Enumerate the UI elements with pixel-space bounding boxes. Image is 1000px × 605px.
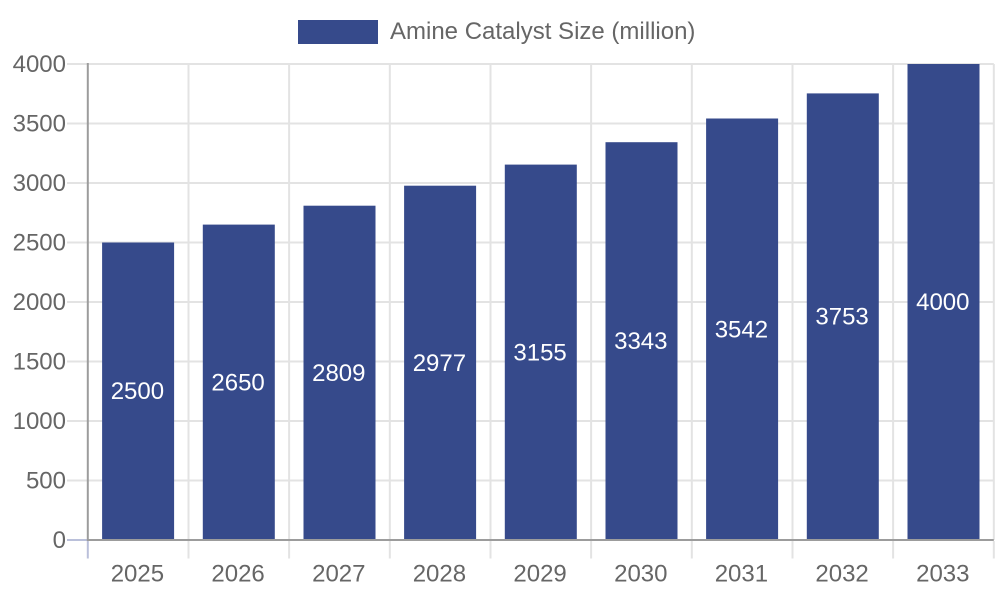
svg-text:2809: 2809 <box>312 360 365 387</box>
svg-text:Amine Catalyst Size (million): Amine Catalyst Size (million) <box>390 18 695 45</box>
svg-text:1000: 1000 <box>13 408 66 435</box>
svg-text:4000: 4000 <box>916 289 969 316</box>
svg-text:3343: 3343 <box>614 328 667 355</box>
svg-text:4000: 4000 <box>13 51 66 78</box>
svg-text:3753: 3753 <box>815 304 868 331</box>
svg-text:2028: 2028 <box>413 561 466 588</box>
svg-text:2977: 2977 <box>413 350 466 377</box>
svg-text:3542: 3542 <box>715 316 768 343</box>
svg-text:2031: 2031 <box>715 561 768 588</box>
svg-text:500: 500 <box>26 467 66 494</box>
svg-text:2500: 2500 <box>111 378 164 405</box>
svg-text:2650: 2650 <box>211 369 264 396</box>
svg-text:2033: 2033 <box>916 561 969 588</box>
svg-text:3500: 3500 <box>13 110 66 137</box>
svg-text:2029: 2029 <box>513 561 566 588</box>
svg-text:2027: 2027 <box>312 561 365 588</box>
svg-text:1500: 1500 <box>13 348 66 375</box>
svg-text:2500: 2500 <box>13 229 66 256</box>
svg-text:2026: 2026 <box>211 561 264 588</box>
svg-text:2000: 2000 <box>13 289 66 316</box>
svg-text:2025: 2025 <box>111 561 164 588</box>
svg-text:3155: 3155 <box>513 339 566 366</box>
svg-text:0: 0 <box>53 527 66 554</box>
svg-text:2032: 2032 <box>815 561 868 588</box>
svg-text:2030: 2030 <box>614 561 667 588</box>
svg-text:3000: 3000 <box>13 170 66 197</box>
